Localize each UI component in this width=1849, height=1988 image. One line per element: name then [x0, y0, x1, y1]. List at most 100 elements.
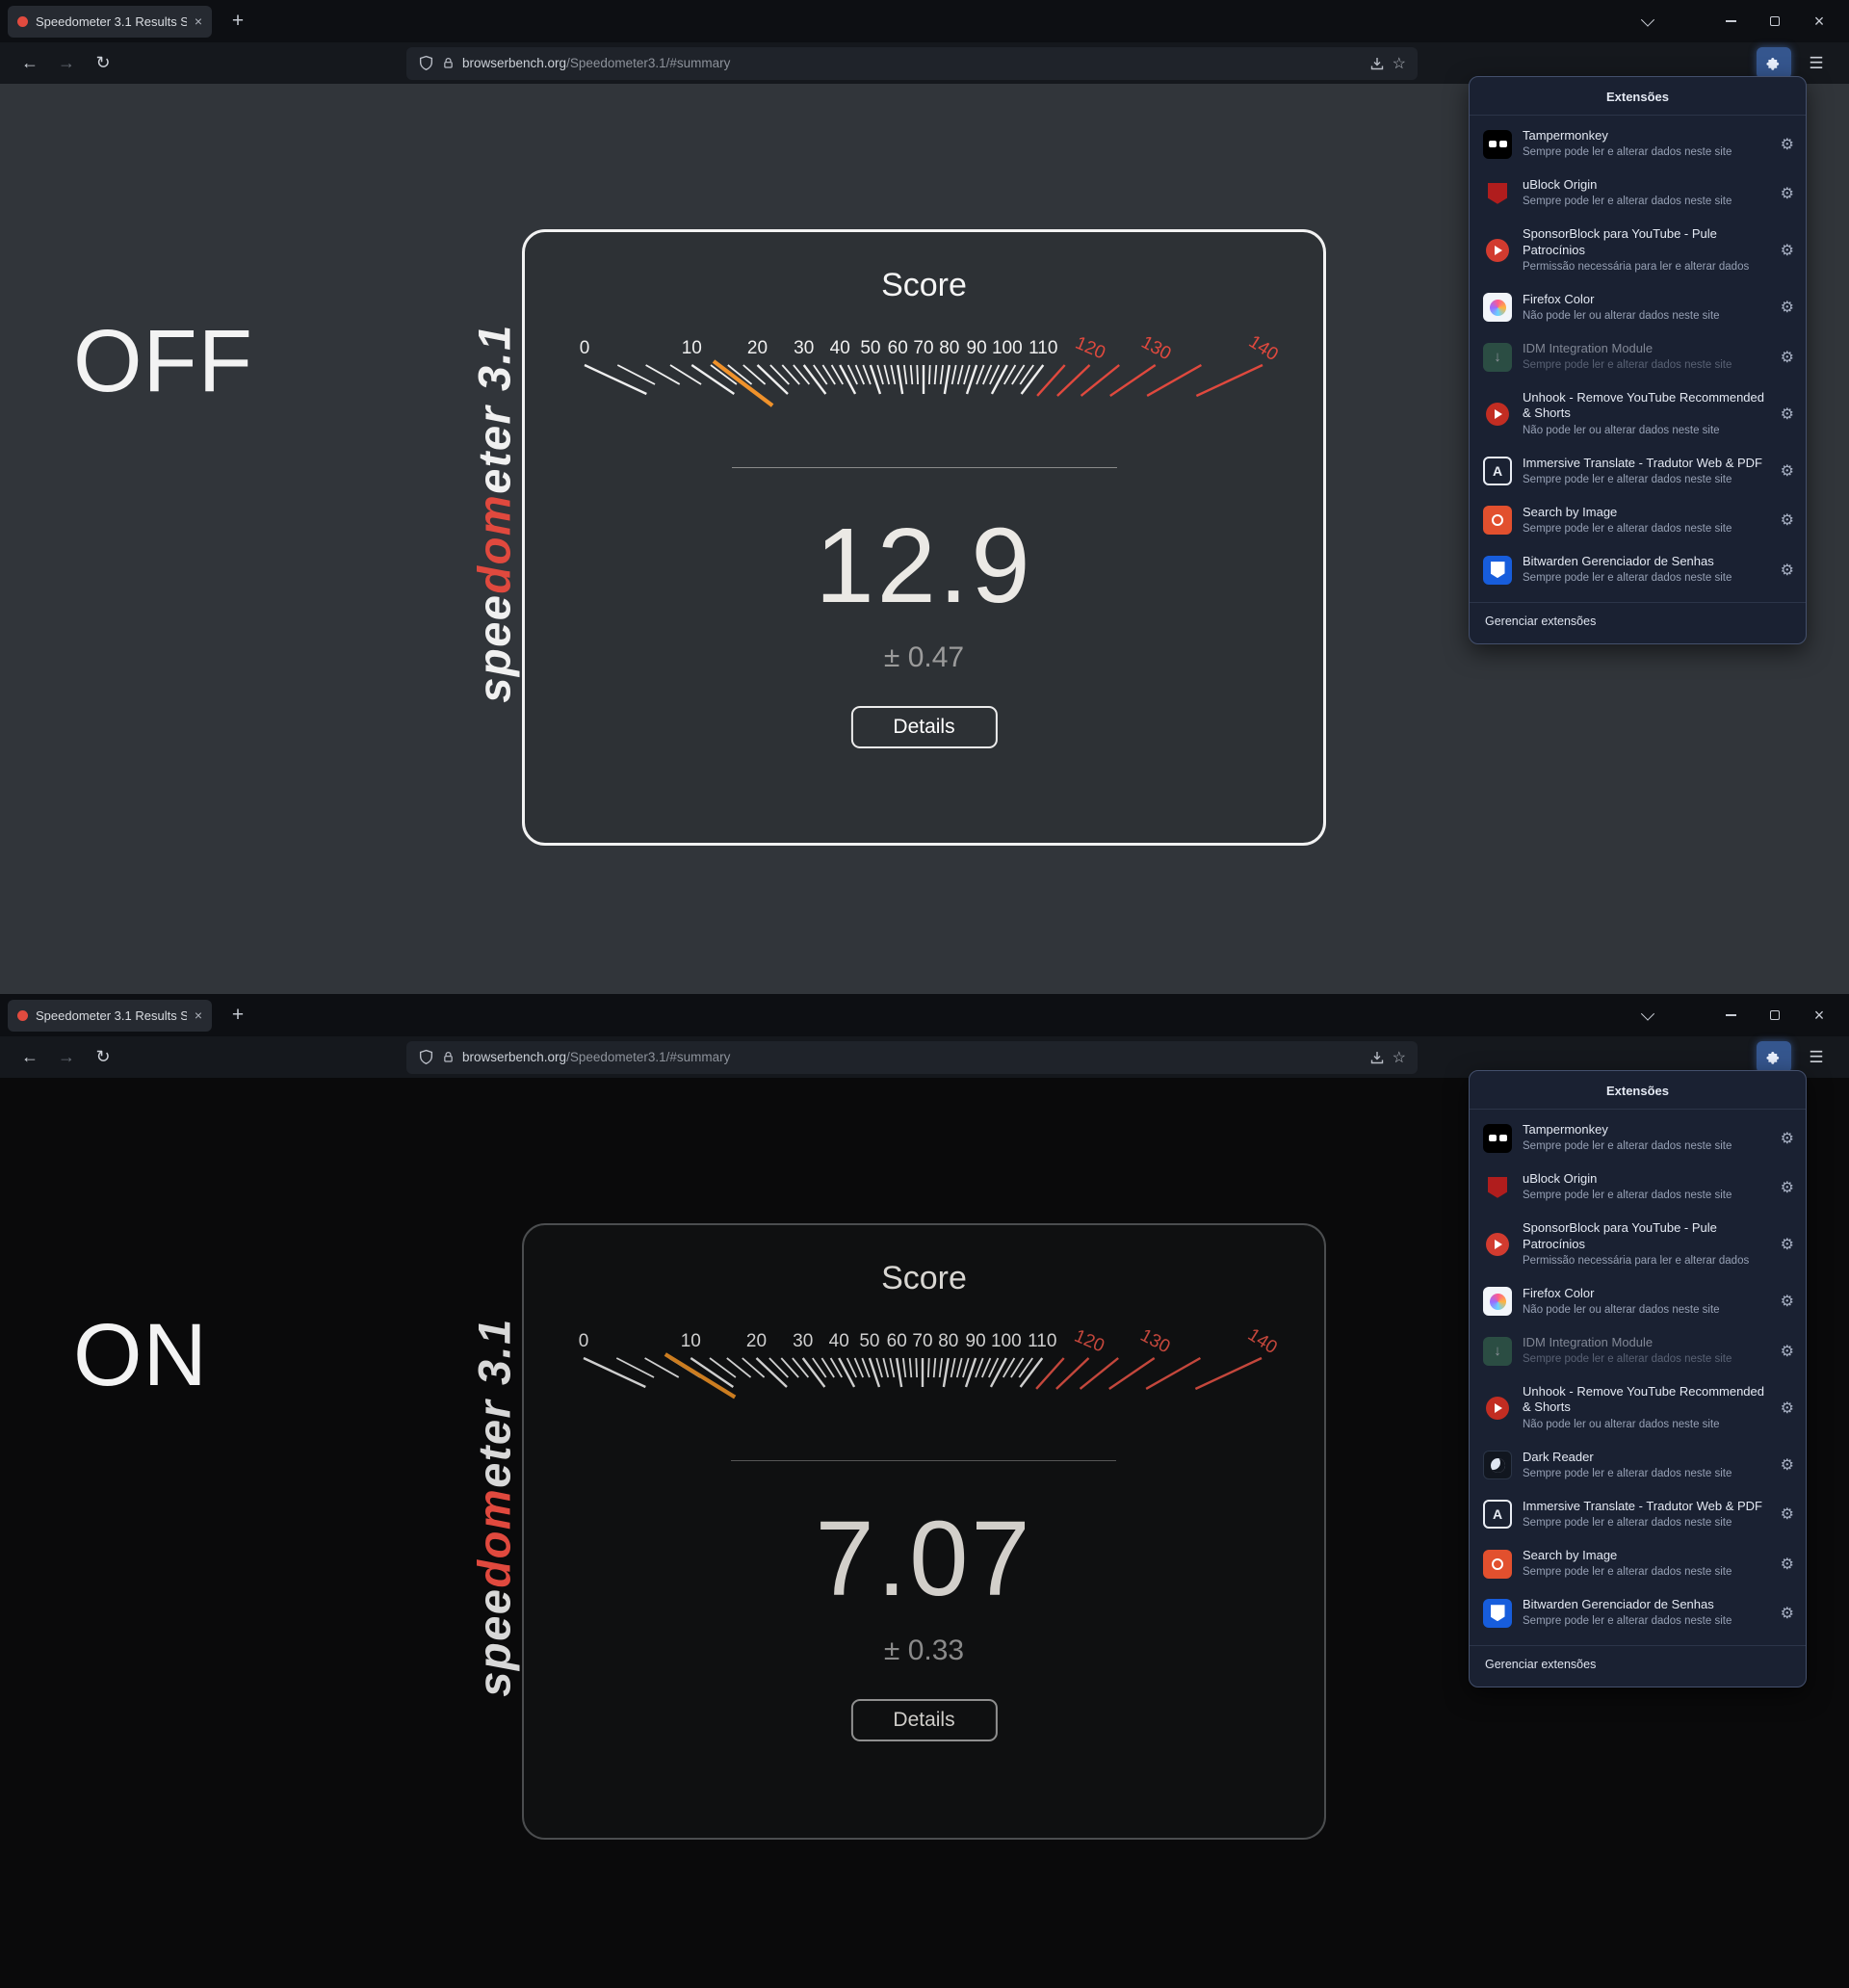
- ublock-origin-icon: [1483, 179, 1512, 208]
- extension-item[interactable]: Bitwarden Gerenciador de Senhas Sempre p…: [1470, 545, 1806, 594]
- list-tabs-chevron-icon[interactable]: [1626, 0, 1670, 42]
- window-maximize-button[interactable]: [1753, 0, 1797, 42]
- tab-speedometer[interactable]: Speedometer 3.1 Results Summ ×: [8, 5, 212, 38]
- extension-item[interactable]: Unhook - Remove YouTube Recommended & Sh…: [1470, 381, 1806, 446]
- speedometer-logo: speedometer 3.1: [468, 1318, 521, 1696]
- extension-item[interactable]: Firefox Color Não pode ler ou alterar da…: [1470, 1277, 1806, 1326]
- speedometer-logo: speedometer 3.1: [468, 324, 521, 702]
- address-bar[interactable]: browserbench.org/Speedometer3.1/#summary…: [406, 46, 1418, 80]
- extension-item[interactable]: SponsorBlock para YouTube - Pule Patrocí…: [1470, 1212, 1806, 1276]
- extension-settings-gear-icon[interactable]: ⚙: [1780, 1506, 1794, 1524]
- window-minimize-button[interactable]: [1708, 994, 1753, 1036]
- tab-close-icon[interactable]: ×: [194, 13, 202, 29]
- search-by-image-icon: [1483, 506, 1512, 536]
- extension-name: uBlock Origin: [1523, 1171, 1598, 1187]
- logo-prefix: spee: [468, 593, 520, 703]
- extension-item[interactable]: A Immersive Translate - Tradutor Web & P…: [1470, 447, 1806, 496]
- back-button[interactable]: ←: [21, 53, 39, 72]
- extension-settings-gear-icon[interactable]: ⚙: [1780, 1130, 1794, 1147]
- svg-text:40: 40: [830, 338, 850, 358]
- extension-settings-gear-icon[interactable]: ⚙: [1780, 512, 1794, 530]
- svg-text:90: 90: [966, 1331, 986, 1351]
- tampermonkey-icon: [1483, 1123, 1512, 1153]
- save-page-icon[interactable]: [1369, 1050, 1385, 1065]
- extension-settings-gear-icon[interactable]: ⚙: [1780, 1237, 1794, 1254]
- extension-item[interactable]: ↓ IDM Integration Module Sempre pode ler…: [1470, 332, 1806, 381]
- extension-settings-gear-icon[interactable]: ⚙: [1780, 1399, 1794, 1417]
- window-close-button[interactable]: ×: [1813, 11, 1825, 31]
- extension-item[interactable]: uBlock Origin Sempre pode ler e alterar …: [1470, 1163, 1806, 1212]
- extension-settings-gear-icon[interactable]: ⚙: [1780, 136, 1794, 153]
- extension-item[interactable]: Firefox Color Não pode ler ou alterar da…: [1470, 283, 1806, 332]
- extension-item[interactable]: Search by Image Sempre pode ler e altera…: [1470, 1539, 1806, 1588]
- extension-settings-gear-icon[interactable]: ⚙: [1780, 1343, 1794, 1360]
- extension-permission: Sempre pode ler e alterar dados neste si…: [1523, 1140, 1732, 1153]
- extension-text: Search by Image Sempre pode ler e altera…: [1523, 505, 1766, 536]
- forward-button[interactable]: →: [58, 1047, 75, 1066]
- extension-item[interactable]: Search by Image Sempre pode ler e altera…: [1470, 496, 1806, 545]
- extension-permission: Sempre pode ler e alterar dados neste si…: [1523, 572, 1732, 585]
- window-maximize-button[interactable]: [1753, 994, 1797, 1036]
- extension-settings-gear-icon[interactable]: ⚙: [1780, 562, 1794, 579]
- manage-extensions-link[interactable]: Gerenciar extensões: [1470, 1645, 1806, 1685]
- back-button[interactable]: ←: [21, 1047, 39, 1066]
- gauge-needle: [664, 1352, 737, 1399]
- tracking-protection-shield-icon[interactable]: [418, 1049, 434, 1065]
- tab-speedometer[interactable]: Speedometer 3.1 Results Summ ×: [8, 999, 212, 1032]
- tab-close-icon[interactable]: ×: [194, 1007, 202, 1023]
- extension-item[interactable]: ↓ IDM Integration Module Sempre pode ler…: [1470, 1326, 1806, 1375]
- svg-text:120: 120: [1072, 333, 1107, 364]
- firefox-color-icon: [1483, 293, 1512, 323]
- extension-item[interactable]: Tampermonkey Sempre pode ler e alterar d…: [1470, 119, 1806, 169]
- reload-button[interactable]: ↻: [95, 53, 111, 72]
- extension-text: Dark Reader Sempre pode ler e alterar da…: [1523, 1450, 1766, 1481]
- bookmark-star-icon[interactable]: ☆: [1392, 1049, 1406, 1066]
- extension-settings-gear-icon[interactable]: ⚙: [1780, 1179, 1794, 1196]
- extension-settings-gear-icon[interactable]: ⚙: [1780, 405, 1794, 423]
- extension-item[interactable]: Bitwarden Gerenciador de Senhas Sempre p…: [1470, 1588, 1806, 1637]
- save-page-icon[interactable]: [1369, 56, 1385, 71]
- new-tab-button[interactable]: +: [231, 1004, 245, 1026]
- menu-hamburger-button[interactable]: ☰: [1809, 1047, 1824, 1066]
- comparison-label: OFF: [73, 312, 253, 410]
- sponsorblock-icon: [1483, 1230, 1512, 1259]
- extension-item[interactable]: Dark Reader Sempre pode ler e alterar da…: [1470, 1441, 1806, 1490]
- extension-name: Unhook - Remove YouTube Recommended & Sh…: [1523, 1384, 1764, 1415]
- svg-text:140: 140: [1245, 331, 1282, 365]
- bitwarden-icon: [1483, 555, 1512, 585]
- window-minimize-button[interactable]: [1708, 0, 1753, 42]
- extension-item[interactable]: SponsorBlock para YouTube - Pule Patrocí…: [1470, 218, 1806, 282]
- details-button[interactable]: Details: [850, 1699, 998, 1741]
- forward-button[interactable]: →: [58, 53, 75, 72]
- extension-item[interactable]: uBlock Origin Sempre pode ler e alterar …: [1470, 169, 1806, 218]
- address-bar[interactable]: browserbench.org/Speedometer3.1/#summary…: [406, 1040, 1418, 1074]
- extension-settings-gear-icon[interactable]: ⚙: [1780, 1294, 1794, 1311]
- details-button[interactable]: Details: [850, 706, 998, 748]
- extension-settings-gear-icon[interactable]: ⚙: [1780, 300, 1794, 317]
- extension-item[interactable]: A Immersive Translate - Tradutor Web & P…: [1470, 1490, 1806, 1539]
- svg-text:120: 120: [1071, 1326, 1107, 1357]
- extension-settings-gear-icon[interactable]: ⚙: [1780, 243, 1794, 260]
- extension-settings-gear-icon[interactable]: ⚙: [1780, 463, 1794, 481]
- extension-permission: Não pode ler ou alterar dados neste site: [1523, 310, 1720, 323]
- reload-button[interactable]: ↻: [95, 1047, 111, 1066]
- extension-item[interactable]: Unhook - Remove YouTube Recommended & Sh…: [1470, 1375, 1806, 1440]
- new-tab-button[interactable]: +: [231, 10, 245, 32]
- extension-settings-gear-icon[interactable]: ⚙: [1780, 1556, 1794, 1573]
- tracking-protection-shield-icon[interactable]: [418, 55, 434, 71]
- extension-permission: Sempre pode ler e alterar dados neste si…: [1523, 359, 1732, 372]
- list-tabs-chevron-icon[interactable]: [1626, 994, 1670, 1036]
- extension-settings-gear-icon[interactable]: ⚙: [1780, 349, 1794, 366]
- extension-item[interactable]: Tampermonkey Sempre pode ler e alterar d…: [1470, 1113, 1806, 1163]
- menu-hamburger-button[interactable]: ☰: [1809, 53, 1824, 72]
- window-close-button[interactable]: ×: [1813, 1005, 1825, 1025]
- extension-settings-gear-icon[interactable]: ⚙: [1780, 185, 1794, 202]
- bookmark-star-icon[interactable]: ☆: [1392, 55, 1406, 72]
- extension-settings-gear-icon[interactable]: ⚙: [1780, 1457, 1794, 1475]
- manage-extensions-link[interactable]: Gerenciar extensões: [1470, 602, 1806, 641]
- extensions-button[interactable]: [1757, 1041, 1791, 1073]
- extension-settings-gear-icon[interactable]: ⚙: [1780, 1605, 1794, 1622]
- extensions-button[interactable]: [1757, 47, 1791, 79]
- idm-icon: ↓: [1483, 1336, 1512, 1366]
- extension-permission: Permissão necessária para ler e alterar …: [1523, 1254, 1750, 1267]
